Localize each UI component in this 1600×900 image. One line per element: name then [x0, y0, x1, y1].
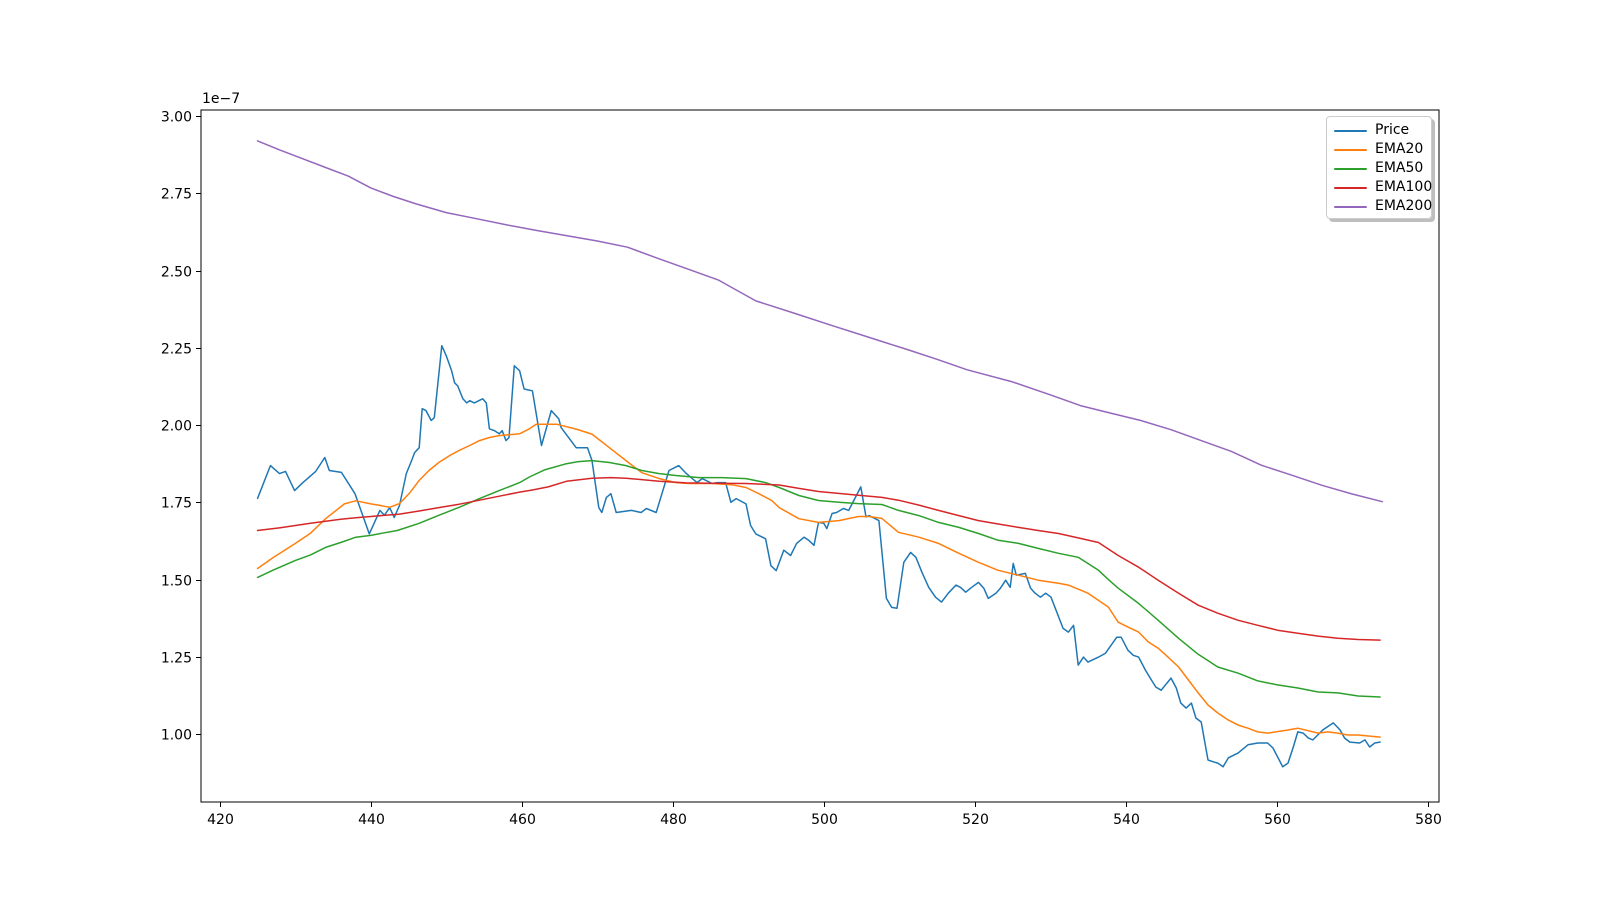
x-tick-label: 460 [509, 812, 536, 828]
y-tick-label: 2.25 [161, 342, 192, 358]
series-line-ema20 [256, 423, 1381, 738]
legend-label-price: Price [1375, 122, 1410, 138]
x-tick-label: 440 [358, 812, 385, 828]
x-tick-label: 560 [1264, 812, 1291, 828]
legend-line-sample-ema20 [1334, 148, 1367, 151]
y-tick-label: 3.00 [161, 110, 192, 126]
legend-label-ema20: EMA20 [1375, 141, 1424, 157]
y-tick-label: 2.75 [161, 187, 192, 203]
series-line-ema200 [256, 140, 1384, 503]
legend-label-ema200: EMA200 [1375, 198, 1433, 214]
legend-item-ema100: EMA100 [1334, 178, 1432, 197]
legend-line-sample-ema100 [1334, 186, 1367, 189]
x-tick-label: 500 [811, 812, 838, 828]
y-axis-offset-label: 1e−7 [202, 91, 241, 107]
y-tick-label: 1.75 [161, 496, 192, 512]
legend-item-ema20: EMA20 [1334, 140, 1427, 159]
series-line-price [256, 344, 1381, 768]
legend-item-ema50: EMA50 [1334, 159, 1427, 178]
axes-frame [200, 109, 1440, 803]
y-tick-label: 2.50 [161, 265, 192, 281]
legend-line-sample-ema50 [1334, 167, 1367, 170]
legend-item-price: Price [1334, 121, 1427, 140]
x-tick-label: 580 [1415, 812, 1442, 828]
legend-line-sample-price [1334, 129, 1367, 132]
legend-label-ema100: EMA100 [1375, 179, 1433, 195]
y-tick-label: 1.25 [161, 651, 192, 667]
legend-item-ema200: EMA200 [1334, 197, 1432, 216]
legend: Price EMA20 EMA50 EMA100 EMA200 [1326, 116, 1432, 219]
x-tick-label: 480 [660, 812, 687, 828]
series-line-ema100 [256, 476, 1381, 641]
legend-label-ema50: EMA50 [1375, 160, 1424, 176]
y-tick-label: 1.50 [161, 574, 192, 590]
y-tick-label: 1.00 [161, 728, 192, 744]
series-line-ema50 [256, 459, 1381, 698]
x-tick-label: 420 [207, 812, 234, 828]
y-tick-label: 2.00 [161, 419, 192, 435]
x-tick-label: 540 [1113, 812, 1140, 828]
legend-line-sample-ema200 [1334, 205, 1367, 208]
x-tick-label: 520 [962, 812, 989, 828]
